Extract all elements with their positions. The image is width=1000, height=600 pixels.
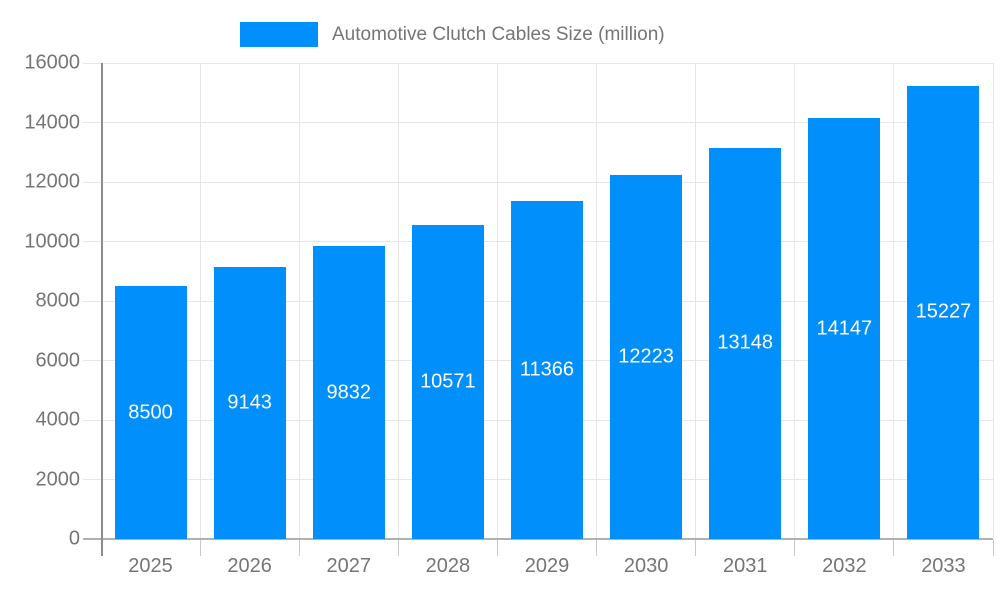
bar-2032[interactable]: 14147: [808, 118, 881, 539]
gridline-v: [794, 63, 796, 539]
bar-2031[interactable]: 13148: [709, 147, 782, 539]
bar-2027[interactable]: 9832: [312, 246, 385, 539]
legend-swatch: [240, 22, 318, 47]
bar-value-label: 10571: [420, 370, 476, 393]
x-tick-label: 2032: [822, 555, 867, 577]
gridline-v: [992, 63, 994, 539]
x-axis-tick: [893, 540, 895, 556]
y-tick-label: 4000: [35, 408, 81, 431]
bar-2029[interactable]: 11366: [511, 200, 583, 539]
bar-2026[interactable]: 9143: [213, 266, 286, 539]
bar-value-label: 9832: [326, 381, 372, 404]
gridline-h: [83, 62, 993, 64]
y-tick-label: 8000: [35, 289, 81, 312]
gridline-h: [83, 181, 993, 183]
bar-2030[interactable]: 12223: [610, 175, 683, 539]
x-axis-tick: [794, 540, 796, 556]
y-tick-label: 0: [68, 527, 80, 550]
x-axis-tick: [596, 540, 598, 556]
x-tick-label: 2033: [921, 555, 966, 577]
x-tick-label: 2030: [623, 555, 669, 577]
y-tick-label: 16000: [24, 51, 80, 74]
legend-item[interactable]: Automotive Clutch Cables Size (million): [240, 22, 665, 47]
gridline-v: [893, 63, 895, 539]
x-tick-label: 2029: [524, 555, 570, 577]
gridline-v: [496, 63, 498, 539]
gridline-h: [83, 122, 993, 123]
x-axis-tick: [199, 540, 201, 556]
x-tick-label: 2025: [128, 555, 173, 577]
bar-value-label: 11366: [519, 358, 575, 381]
gridline-v: [695, 63, 697, 539]
bar-value-label: 14147: [816, 317, 873, 340]
x-tick-label: 2028: [425, 555, 471, 577]
bar-value-label: 9143: [227, 391, 272, 414]
y-tick-label: 12000: [24, 170, 80, 193]
y-tick-label: 6000: [35, 349, 81, 371]
x-axis-tick: [397, 540, 399, 556]
x-axis-tick: [992, 540, 994, 556]
y-tick-label: 2000: [35, 468, 81, 490]
bar-value-label: 15227: [915, 300, 972, 323]
gridline-v: [199, 63, 201, 539]
plot-area: 0 2000 4000 6000 8000 10000 12000 14000 16000 850…: [24, 52, 994, 577]
x-axis-line: [83, 538, 993, 540]
bar-2025[interactable]: 8500: [114, 286, 187, 539]
x-tick-label: 2027: [326, 555, 372, 577]
x-axis-tick: [298, 540, 300, 556]
gridline-v: [397, 63, 399, 539]
bar-value-label: 12223: [618, 345, 674, 368]
x-axis-tick: [496, 540, 498, 556]
bar-2033[interactable]: 15227: [907, 85, 980, 539]
gridline-v: [298, 63, 300, 539]
bar-value-label: 8500: [128, 401, 173, 424]
gridline-v: [596, 63, 598, 539]
bar-value-label: 13148: [717, 331, 774, 354]
x-tick-label: 2026: [227, 555, 272, 577]
x-axis-tick: [695, 540, 697, 556]
y-tick-label: 14000: [24, 111, 80, 133]
y-axis-line: [101, 63, 103, 556]
x-tick-label: 2031: [722, 555, 768, 577]
y-tick-label: 10000: [24, 230, 80, 252]
legend-label: Automotive Clutch Cables Size (million): [332, 23, 665, 45]
bar-2028[interactable]: 10571: [411, 224, 484, 539]
